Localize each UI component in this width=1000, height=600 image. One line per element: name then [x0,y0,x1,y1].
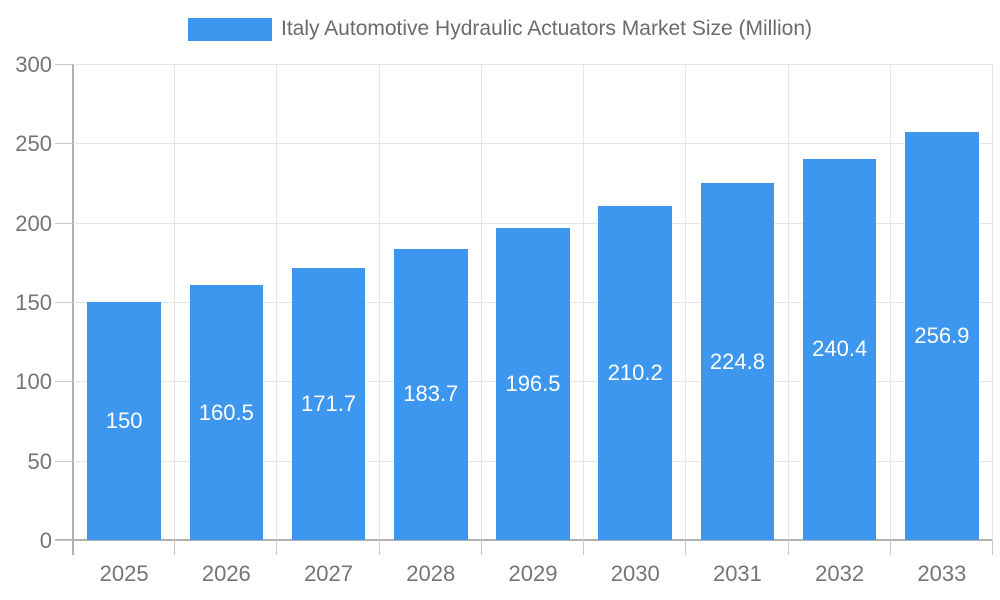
bar-2027[interactable]: 171.7 [291,267,366,540]
legend-swatch-icon [187,17,272,41]
x-axis-tick [685,541,687,555]
x-axis-label: 2029 [508,561,558,586]
y-axis-label: 50 [27,448,52,474]
gridline-horizontal [73,222,993,224]
y-axis-label: 150 [15,290,52,315]
y-axis-tick [55,143,72,145]
x-axis-label: 2027 [304,561,354,586]
legend-label: Italy Automotive Hydraulic Actuators Mar… [280,17,813,40]
gridline-vertical [992,64,993,540]
bar-2033[interactable]: 256.9 [905,132,979,540]
plot-area: 150 160.5 171.7 183.7 196.5 210.2 224.8 240.4 25… [73,64,993,540]
bar-value-label: 183.7 [403,381,459,407]
y-axis-tick [55,302,72,303]
y-axis-label: 300 [15,52,52,77]
bar-2028[interactable]: 183.7 [393,248,468,540]
bar-value-label: 224.8 [709,348,765,374]
gridline-vertical [378,64,380,540]
x-axis-label: 2032 [815,561,865,586]
legend[interactable]: Italy Automotive Hydraulic Actuators Mar… [0,17,1000,41]
x-axis-label: 2033 [917,561,967,586]
x-axis-tick [174,541,176,555]
bar-2031[interactable]: 224.8 [700,183,775,540]
x-axis-line [55,539,993,541]
x-axis-tick [992,541,993,555]
x-axis-label: 2028 [406,561,456,586]
y-axis-tick [55,222,72,224]
bar-value-label: 150 [105,408,143,433]
gridline-vertical [685,64,687,540]
y-axis-line [72,64,74,555]
bar-2026[interactable]: 160.5 [189,285,264,540]
x-axis-tick [276,541,278,555]
gridline-vertical [276,64,278,540]
x-axis-tick [583,541,585,555]
gridline-vertical [480,64,482,540]
x-axis-tick [787,541,789,555]
gridline-vertical [583,64,585,540]
bar-2025[interactable]: 150 [87,302,161,540]
y-axis-tick [55,460,72,462]
bar-2032[interactable]: 240.4 [802,158,877,540]
y-axis-tick [55,64,72,65]
bar-2030[interactable]: 210.2 [598,206,673,540]
gridline-horizontal [73,64,993,65]
x-axis-label: 2030 [610,561,660,586]
bar-value-label: 256.9 [914,323,970,349]
x-axis-label: 2025 [99,561,149,586]
bar-value-label: 196.5 [505,371,561,397]
x-axis-label: 2031 [712,561,762,586]
bar-value-label: 160.5 [198,399,254,425]
gridline-vertical [174,64,176,540]
y-axis-tick [55,381,72,383]
gridline-vertical [787,64,789,540]
bar-value-label: 240.4 [812,336,868,362]
x-axis-tick [378,541,380,555]
y-axis-label: 200 [15,210,52,236]
y-axis-label: 0 [39,528,52,553]
x-axis-tick [889,541,891,555]
gridline-vertical [889,64,891,540]
y-axis-tick [55,540,72,541]
bar-value-label: 210.2 [607,360,663,386]
y-axis-label: 100 [15,369,52,395]
x-axis-tick [480,541,482,555]
bar-value-label: 171.7 [301,390,357,416]
x-axis-label: 2026 [201,561,251,586]
gridline-horizontal [73,143,993,145]
bar-2029[interactable]: 196.5 [496,228,570,540]
y-axis-label: 250 [15,131,52,157]
